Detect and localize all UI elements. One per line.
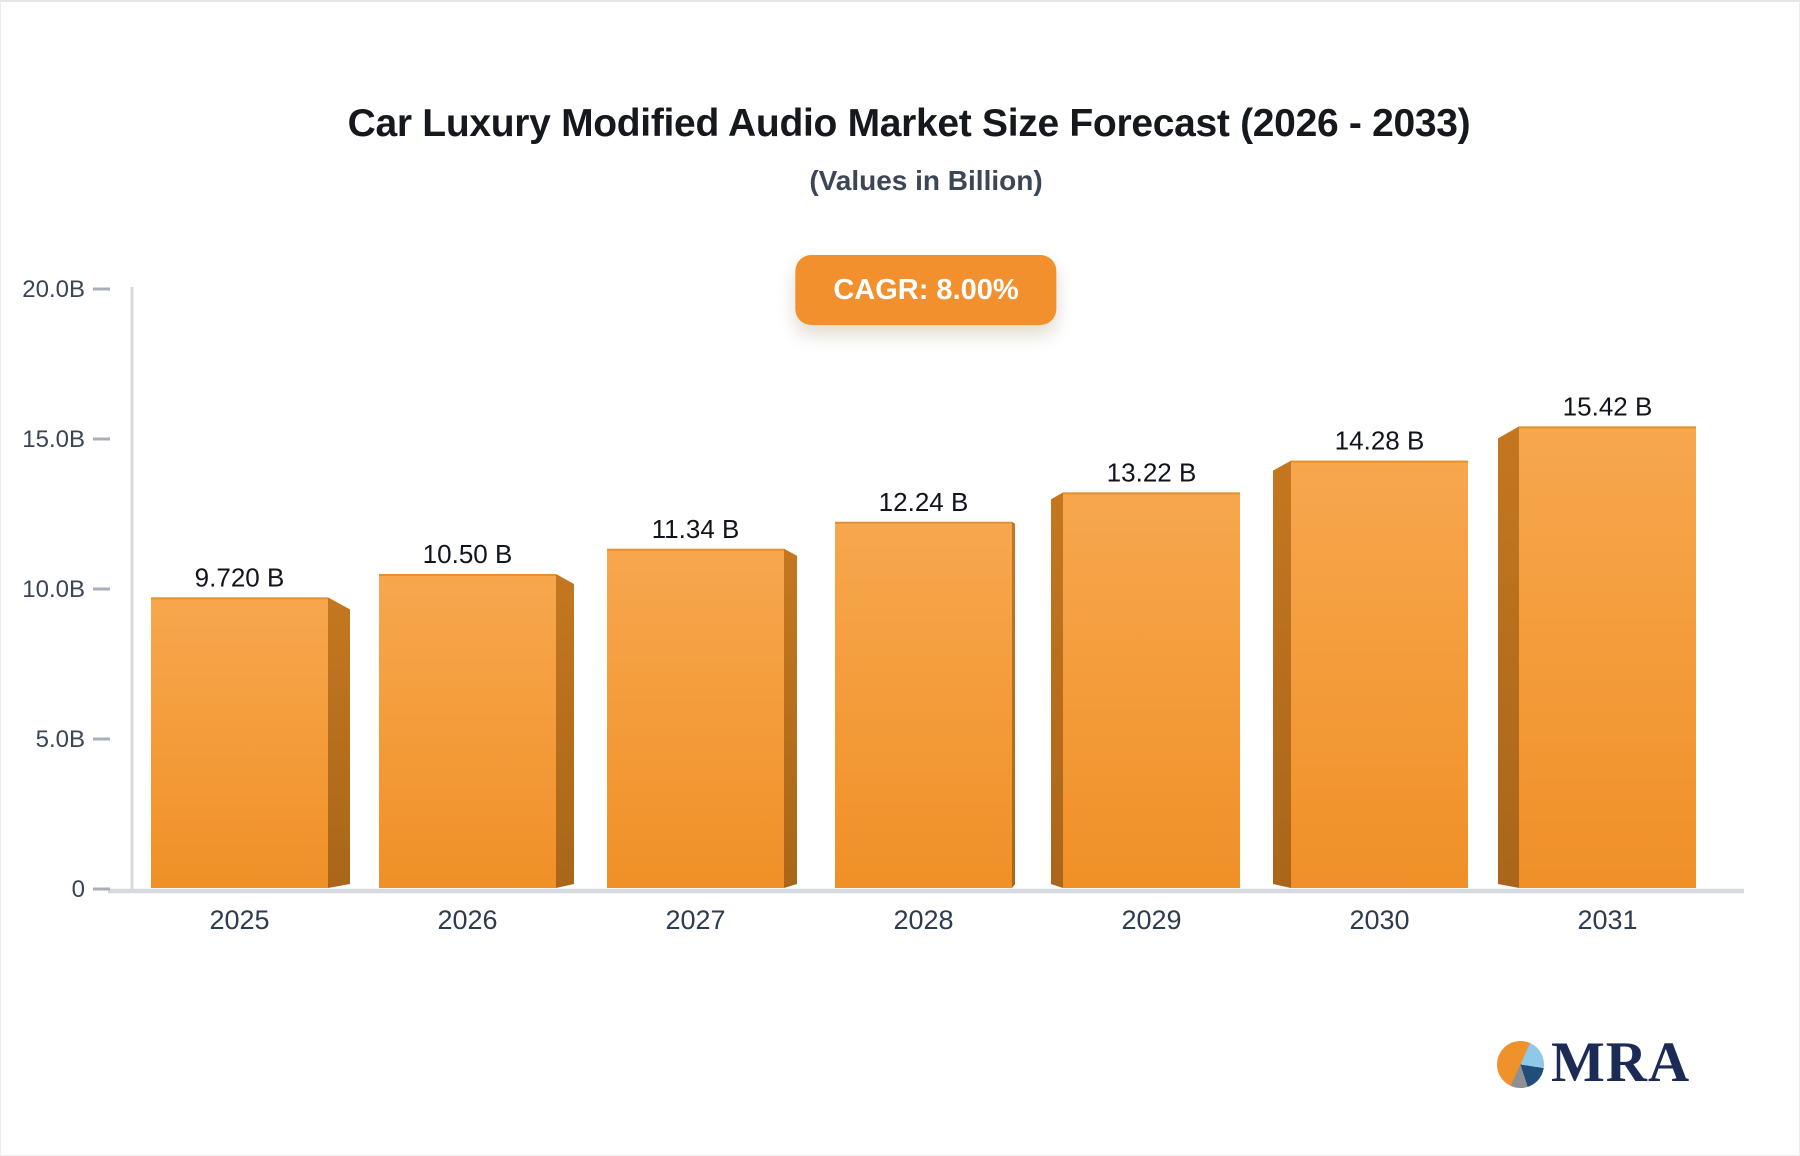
y-tick-label-20.0B: 20.0B (22, 276, 85, 303)
x-tick-label-2027: 2027 (665, 905, 725, 935)
bar-2030 (1291, 460, 1468, 888)
bar-side-2031 (1498, 426, 1519, 888)
chart-title: Car Luxury Modified Audio Market Size Fo… (347, 102, 1471, 145)
mra-logo-text: MRA (1551, 1031, 1691, 1094)
x-tick-label-2028: 2028 (893, 905, 953, 935)
bar-value-label-2029: 13.22 B (1107, 457, 1197, 487)
bar-2026 (379, 574, 556, 888)
bar-2031 (1519, 426, 1696, 888)
x-tick-label-2029: 2029 (1121, 905, 1181, 935)
x-tick-label-2026: 2026 (437, 905, 497, 935)
y-tick-label-10.0B: 10.0B (22, 576, 85, 603)
y-tick-label-0: 0 (72, 876, 85, 903)
bar-side-2030 (1273, 460, 1291, 888)
bar-side-2025 (328, 597, 350, 888)
bar-2027 (607, 548, 784, 888)
chart-subtitle: (Values in Billion) (809, 165, 1043, 196)
bar-value-label-2030: 14.28 B (1335, 426, 1425, 456)
x-tick-label-2030: 2030 (1349, 905, 1409, 935)
bar-side-2026 (556, 574, 574, 888)
bar-value-label-2031: 15.42 B (1563, 391, 1653, 421)
cagr-badge: CAGR: 8.00% (795, 255, 1057, 325)
pie-chart-icon (1497, 1041, 1544, 1088)
bar-value-label-2028: 12.24 B (879, 487, 969, 517)
y-tick-label-5.0B: 5.0B (36, 726, 85, 753)
bar-2025 (151, 597, 328, 888)
mra-logo: MRA (1497, 1034, 1690, 1091)
x-tick-label-2031: 2031 (1577, 905, 1637, 935)
y-tick-label-15.0B: 15.0B (22, 426, 85, 453)
bar-side-2029 (1051, 492, 1063, 888)
x-tick-label-2025: 2025 (209, 905, 269, 935)
bar-2028 (835, 521, 1012, 888)
bar-2029 (1063, 492, 1240, 888)
bar-value-label-2025: 9.720 B (195, 562, 285, 592)
bar-side-2027 (784, 548, 797, 888)
bar-value-label-2026: 10.50 B (423, 539, 513, 569)
bar-value-label-2027: 11.34 B (652, 514, 740, 544)
bar-side-2028 (1012, 521, 1015, 888)
